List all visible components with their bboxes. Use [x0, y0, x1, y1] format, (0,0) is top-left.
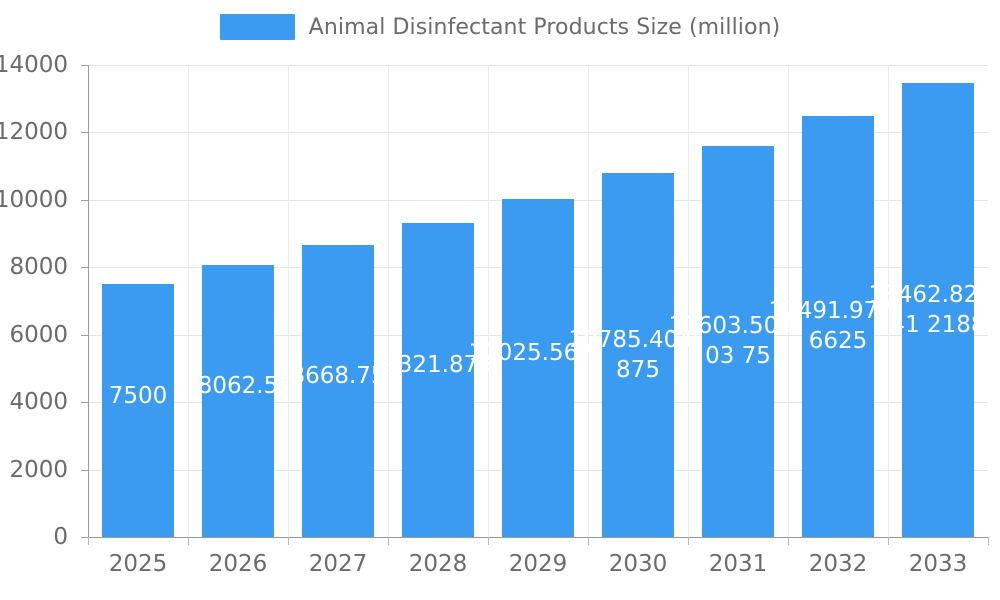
x-axis-tick-mark [88, 537, 89, 545]
gridline-vertical [688, 65, 689, 537]
chart-legend: Animal Disinfectant Products Size (milli… [0, 12, 1000, 42]
x-axis-tick-mark [488, 537, 489, 545]
y-axis-line [88, 65, 89, 537]
gridline-vertical [788, 65, 789, 537]
x-axis-tick-label: 2032 [808, 551, 868, 577]
x-axis: 2025 2026 2027 2028 2029 2030 2031 2032 2033 [88, 537, 989, 597]
gridline-vertical [388, 65, 389, 537]
bar-item[interactable]: 11603.503503 75 [668, 65, 808, 537]
bar-rectangle[interactable] [302, 244, 374, 537]
y-axis-tick-mark [81, 267, 88, 269]
y-axis-tick-mark [81, 469, 88, 471]
x-axis-tick-mark [688, 537, 689, 545]
gridline-vertical [488, 65, 489, 537]
y-axis-tick-mark [81, 537, 88, 538]
x-axis-tick-mark [288, 537, 289, 545]
y-axis-tick-mark [81, 334, 88, 336]
bar-rectangle[interactable] [602, 173, 674, 537]
y-axis-tick-label: 8000 [9, 254, 68, 281]
gridline [88, 537, 988, 538]
x-axis-tick-mark [988, 537, 989, 545]
y-axis-tick-label: 0 [53, 524, 68, 550]
y-axis-tick-label: 4000 [9, 389, 68, 416]
y-axis-tick-mark [81, 132, 88, 134]
x-axis-tick-label: 2030 [608, 551, 668, 577]
bar-series: 7500 8062.5 8668.75 9321.875 10025.5625 10785… [88, 65, 1000, 537]
y-axis-tick-label: 10000 [0, 186, 68, 213]
gridline-vertical [288, 65, 289, 537]
bar-rectangle[interactable] [502, 199, 574, 537]
x-axis-tick-mark [888, 537, 889, 545]
bar-item[interactable]: 12491.97766625 [768, 65, 908, 537]
plot-area: 0 2000 4000 6000 8000 10000 12000 14000 7500 806… [0, 52, 1000, 550]
bar-item[interactable]: 9321.875 [383, 65, 493, 537]
gridline [88, 132, 988, 134]
bar-item[interactable]: 10025.5625 [468, 65, 608, 537]
bar-item[interactable]: 8062.5 [198, 65, 278, 537]
y-axis-tick-mark [81, 199, 88, 201]
gridline-vertical [588, 65, 589, 537]
x-axis-tick-label: 2026 [208, 551, 268, 577]
x-axis-tick-label: 2028 [408, 551, 468, 577]
y-axis-tick-mark [81, 402, 88, 404]
x-axis-tick-mark [588, 537, 589, 545]
y-axis-tick-label: 14000 [0, 52, 68, 78]
bar-rectangle[interactable] [402, 222, 474, 537]
x-axis-tick-label: 2027 [308, 551, 368, 577]
bar-rectangle[interactable] [902, 83, 974, 537]
bar-rectangle[interactable] [802, 115, 874, 537]
y-axis-tick-mark [81, 65, 88, 66]
y-axis-tick-label: 6000 [9, 321, 68, 348]
legend-label: Animal Disinfectant Products Size (milli… [308, 14, 781, 40]
gridline [88, 65, 988, 66]
x-axis-tick-label: 2025 [108, 551, 168, 577]
bar-rectangle[interactable] [202, 265, 274, 537]
x-axis-tick-label: 2033 [908, 551, 968, 577]
x-axis-tick-mark [788, 537, 789, 545]
bar-item[interactable]: 13462.826041 2188 [868, 65, 1000, 537]
gridline-vertical [188, 65, 189, 537]
x-axis-tick-label: 2029 [508, 551, 568, 577]
bar-item[interactable]: 8668.75 [290, 65, 386, 537]
y-axis-tick-label: 12000 [0, 119, 68, 146]
x-axis-tick-mark [388, 537, 389, 545]
bar-item[interactable]: 10785.4046875 [568, 65, 708, 537]
x-axis-tick-mark [188, 537, 189, 545]
bar-rectangle[interactable] [702, 145, 774, 537]
y-axis-tick-label: 2000 [9, 456, 68, 483]
x-axis-tick-label: 2031 [708, 551, 768, 577]
gridline-vertical [888, 65, 889, 537]
legend-color-swatch [219, 14, 295, 40]
bar-rectangle[interactable] [102, 284, 174, 537]
bar-item[interactable]: 7500 [102, 65, 174, 537]
